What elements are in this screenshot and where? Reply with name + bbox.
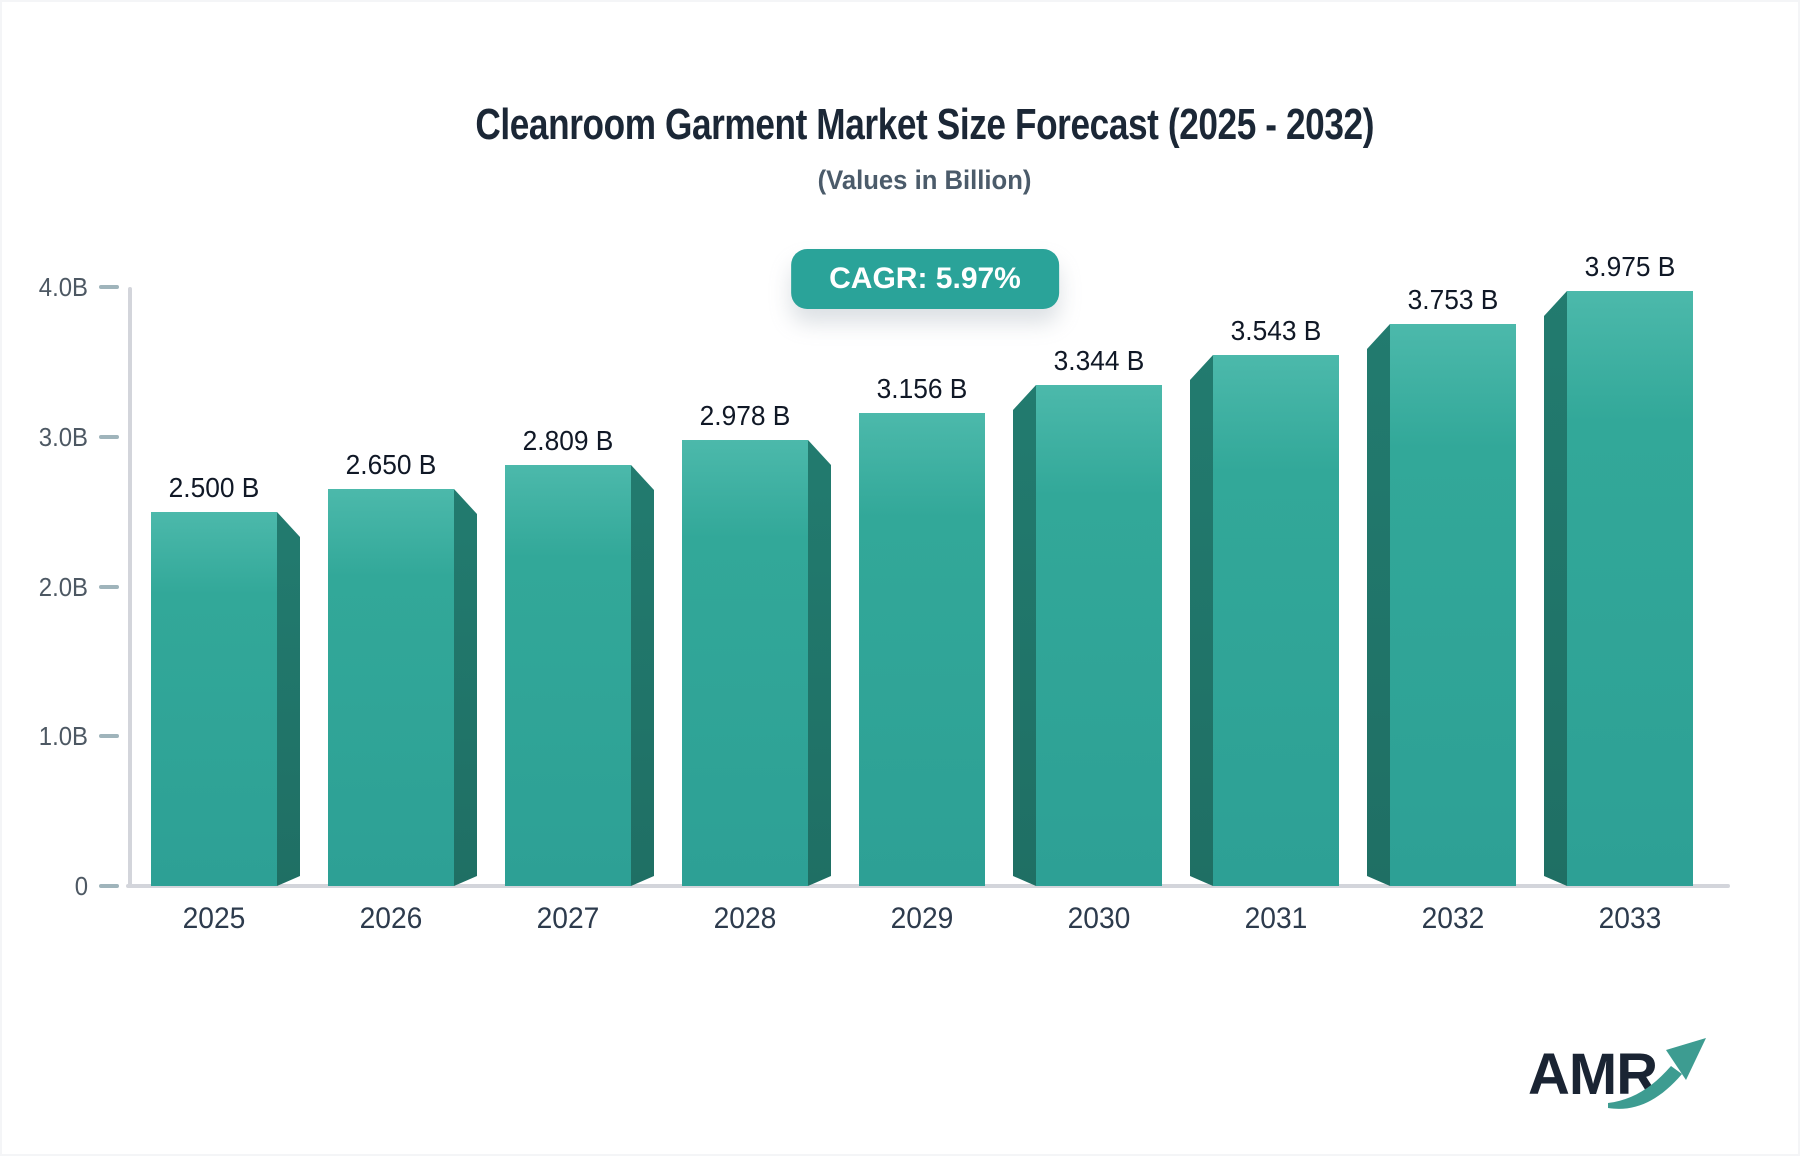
bar-2030 [1013,385,1162,886]
x-axis-label-2029: 2029 [890,902,954,935]
y-tick-dash [99,434,119,439]
y-tick-dash [99,285,119,289]
bar-value-label: 3.543 B [1230,315,1322,346]
x-axis-label-2025: 2025 [182,902,246,935]
y-tick-label: 1.0B [38,721,88,752]
bar-value-label: 2.650 B [345,449,437,480]
amr-logo: AMR [1520,1028,1750,1120]
chart-subtitle-text: (Values in Billion) [818,165,1032,195]
bar-face [1390,324,1516,886]
bar-side-bevel [808,440,831,886]
x-axis-label-2030: 2030 [1067,902,1131,935]
bar-face [151,512,277,886]
logo-arrow-swoosh-icon [1608,1066,1682,1109]
bar-face [859,413,985,886]
bar-face [1036,385,1162,886]
bar-value-label: 3.753 B [1407,284,1499,315]
chart-title-text: Cleanroom Garment Market Size Forecast (… [475,100,1375,149]
bar-face [328,489,454,886]
x-axis-label-2027: 2027 [536,902,600,935]
bar-2032 [1367,324,1516,886]
bar-face [505,465,631,886]
bar-value-label: 2.809 B [522,425,614,456]
y-tick-label: 3.0B [38,421,88,452]
bar-face [1213,355,1339,886]
chart-subtitle: (Values in Billion) [25,165,1800,196]
bar-2029 [859,413,985,886]
bar-side-bevel [1190,355,1213,886]
amr-logo-graphic: AMR [1528,1038,1706,1109]
x-axis-label-2026: 2026 [359,902,423,935]
y-tick-label: 2.0B [38,571,88,602]
y-tick-label: 4.0B [38,272,88,302]
cagr-badge-text: CAGR: 5.97% [829,262,1021,295]
logo-arrowhead-icon [1666,1038,1706,1080]
y-axis-line [128,287,132,888]
bar-side-bevel [277,512,300,886]
x-axis-label-2031: 2031 [1244,902,1308,935]
y-tick-label: 0 [74,871,88,901]
bar-value-label: 3.975 B [1584,251,1676,282]
bar-2026 [328,489,477,886]
y-tick-dash [99,584,119,589]
bar-side-bevel [1544,291,1567,886]
x-axis-label-2028: 2028 [713,902,777,935]
bar-face [1567,291,1693,886]
bar-2028 [682,440,831,886]
bar-side-bevel [454,489,477,886]
bar-value-label: 2.500 B [168,472,260,503]
x-axis-label-2032: 2032 [1421,902,1485,935]
bar-2025 [151,512,300,886]
bar-2027 [505,465,654,886]
bar-side-bevel [1013,385,1036,886]
bar-value-label: 2.978 B [699,400,791,431]
page-title: Cleanroom Garment Market Size Forecast (… [25,100,1800,150]
cagr-badge: CAGR: 5.97% [791,249,1059,309]
bar-side-bevel [631,465,654,886]
bar-value-label: 3.344 B [1053,345,1145,376]
bar-value-label: 3.156 B [876,373,968,404]
bar-2033 [1544,291,1693,886]
y-tick-dash [99,734,119,739]
bar-side-bevel [1367,324,1390,886]
x-axis-label-2033: 2033 [1598,902,1662,935]
y-tick-dash [99,884,119,888]
x-axis-line [126,884,1730,888]
bar-2031 [1190,355,1339,886]
bar-face [682,440,808,886]
